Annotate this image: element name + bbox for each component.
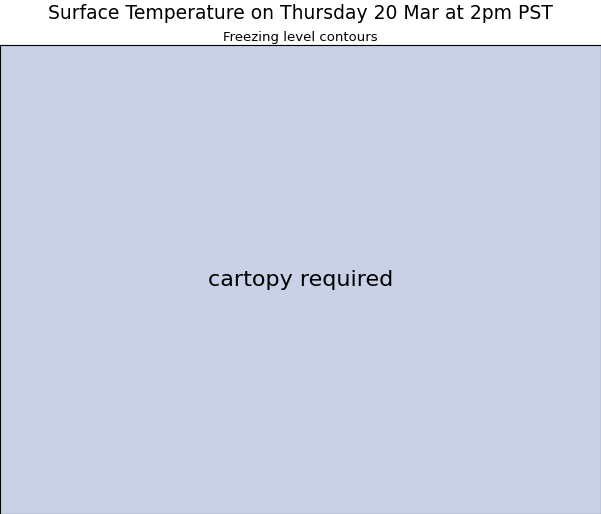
Text: cartopy required: cartopy required xyxy=(208,270,393,289)
Text: Surface Temperature on Thursday 20 Mar at 2pm PST: Surface Temperature on Thursday 20 Mar a… xyxy=(48,4,553,23)
Text: Freezing level contours: Freezing level contours xyxy=(223,31,378,44)
